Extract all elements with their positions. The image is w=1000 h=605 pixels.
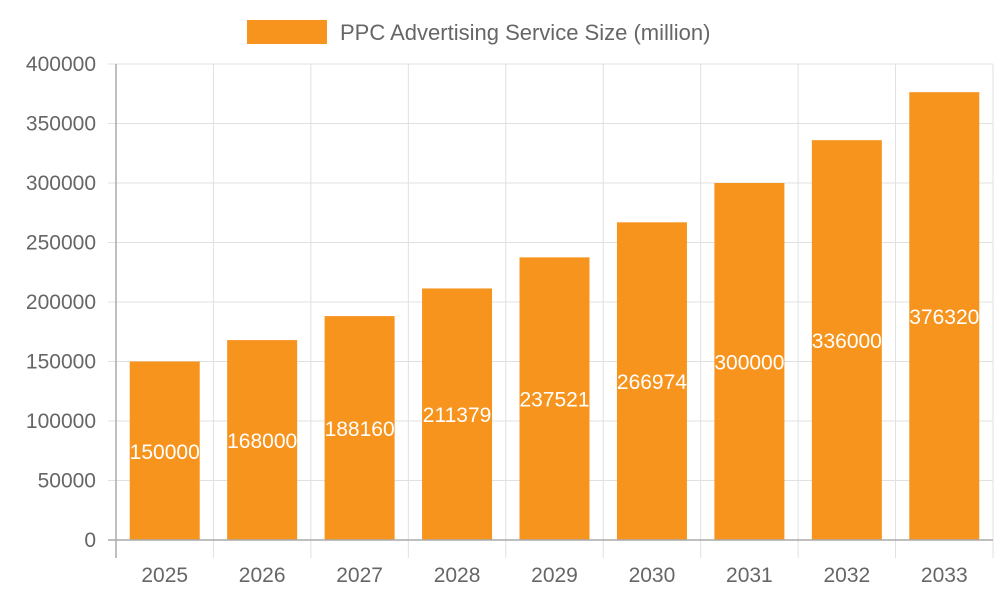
data-labels: 150000 168000 188160 211379 237521 266974 3000…: [130, 306, 980, 464]
bars: [129, 92, 980, 541]
y-tick-label: 300000: [26, 172, 96, 195]
data-label-2031: 300000: [714, 352, 784, 375]
data-label-2025: 150000: [130, 441, 200, 464]
bar-2028[interactable]: [422, 288, 493, 540]
data-label-2026: 168000: [227, 430, 297, 453]
y-tick-label: 0: [84, 529, 96, 552]
bar-2032[interactable]: [811, 140, 882, 540]
y-tick-label: 100000: [26, 410, 96, 433]
x-tick-label: 2026: [239, 564, 286, 587]
legend-swatch: [247, 20, 327, 44]
x-tick-label: 2033: [921, 564, 968, 587]
bar-2025[interactable]: [129, 361, 200, 541]
bar-2029[interactable]: [519, 257, 590, 540]
legend-label: PPC Advertising Service Size (million): [340, 20, 710, 45]
y-tick-label: 150000: [26, 351, 96, 374]
bar-2031[interactable]: [714, 183, 785, 540]
x-tick-label: 2030: [629, 564, 676, 587]
y-tick-label: 200000: [26, 291, 96, 314]
y-tick-label: 400000: [26, 53, 96, 76]
y-tick-label: 350000: [26, 113, 96, 136]
data-label-2032: 336000: [812, 330, 882, 353]
bar-2026[interactable]: [227, 340, 298, 540]
data-label-2033: 376320: [909, 306, 979, 329]
x-tick-label: 2028: [434, 564, 481, 587]
bar-2027[interactable]: [324, 316, 395, 540]
bar-2030[interactable]: [616, 222, 687, 540]
data-label-2029: 237521: [519, 389, 589, 412]
axes: 0 50000 100000 150000 200000 250000 300000 3500…: [26, 53, 993, 587]
x-tick-label: 2032: [823, 564, 870, 587]
data-label-2028: 211379: [423, 404, 492, 427]
y-tick-label: 50000: [38, 470, 96, 493]
legend[interactable]: PPC Advertising Service Size (million): [247, 20, 710, 45]
data-label-2027: 188160: [325, 418, 395, 441]
data-label-2030: 266974: [617, 371, 687, 394]
bar-2033[interactable]: [909, 92, 980, 540]
x-tick-label: 2029: [531, 564, 578, 587]
y-tick-label: 250000: [26, 232, 96, 255]
x-tick-label: 2031: [726, 564, 773, 587]
x-tick-label: 2027: [336, 564, 383, 587]
x-tick-label: 2025: [141, 564, 188, 587]
